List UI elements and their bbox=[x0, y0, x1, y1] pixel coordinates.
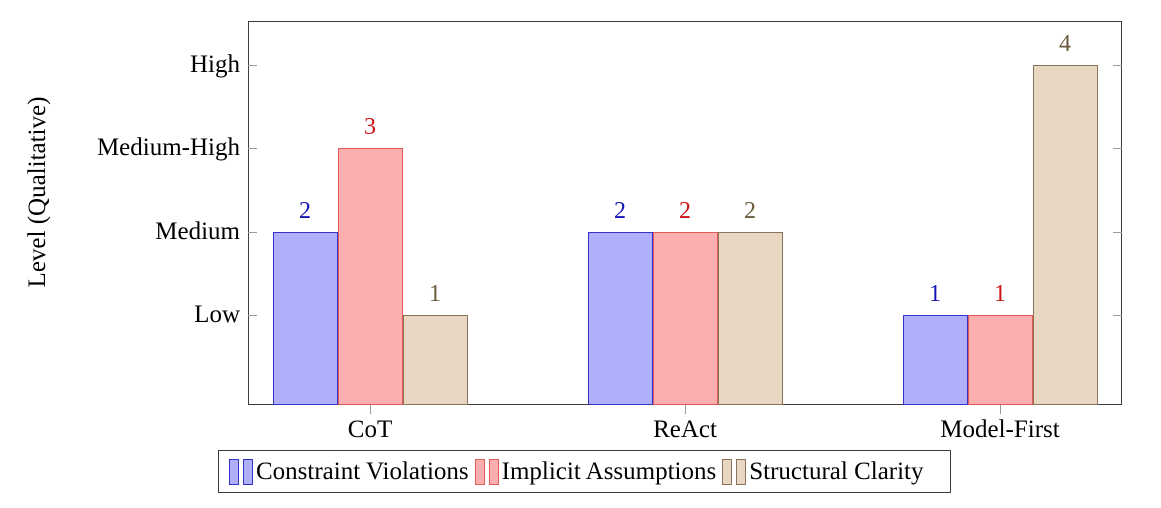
legend-swatch-chip bbox=[243, 458, 253, 485]
y-axis-tick-right bbox=[1113, 315, 1122, 316]
x-axis-tick bbox=[370, 405, 371, 414]
legend-swatch-chip bbox=[722, 458, 733, 485]
bar[interactable] bbox=[587, 231, 653, 405]
legend-swatch-chip bbox=[229, 458, 239, 485]
bar[interactable] bbox=[402, 315, 468, 405]
legend-swatch-chip bbox=[488, 458, 499, 485]
y-axis-tick-right bbox=[1113, 231, 1122, 233]
bar[interactable] bbox=[337, 148, 403, 405]
bar-value-label: 1 bbox=[429, 281, 441, 307]
legend-label: Structural Clarity bbox=[749, 458, 924, 485]
y-axis-tick bbox=[248, 148, 257, 149]
bar-value-label: 4 bbox=[1059, 30, 1071, 57]
bar[interactable] bbox=[967, 315, 1033, 405]
legend-swatch bbox=[722, 458, 747, 485]
legend-swatch-chip bbox=[736, 458, 747, 485]
bar-value-label: 2 bbox=[744, 197, 756, 224]
legend-swatch bbox=[474, 458, 499, 485]
x-axis-tick-label: Model-First bbox=[940, 416, 1060, 443]
bar-value-label: 2 bbox=[679, 197, 691, 224]
legend-entry[interactable]: Implicit Assumptions bbox=[474, 458, 717, 485]
x-axis-tick-label: CoT bbox=[347, 416, 393, 443]
bar[interactable] bbox=[652, 231, 718, 405]
legend-swatch bbox=[229, 458, 253, 485]
y-axis-tick bbox=[248, 315, 257, 316]
x-axis-tick bbox=[1000, 405, 1001, 414]
bar[interactable] bbox=[717, 231, 783, 405]
bar[interactable] bbox=[1032, 64, 1098, 405]
bar-value-label: 3 bbox=[364, 114, 376, 140]
legend-label: Implicit Assumptions bbox=[501, 458, 717, 485]
bar-value-label: 1 bbox=[994, 281, 1006, 307]
bar-value-label: 2 bbox=[614, 197, 626, 224]
bar[interactable] bbox=[902, 315, 968, 405]
y-axis-tick-right bbox=[1113, 148, 1122, 149]
bar-value-label: 1 bbox=[929, 281, 941, 307]
bar-value-label: 2 bbox=[299, 197, 311, 224]
legend-swatch-chip bbox=[474, 458, 485, 485]
x-axis-tick-label: ReAct bbox=[653, 416, 717, 443]
y-axis-tick-right bbox=[1113, 64, 1122, 66]
chart-legend: Constraint Violations Implicit Assumption… bbox=[218, 450, 951, 493]
y-axis-tick-label: Low bbox=[194, 301, 240, 328]
y-axis-tick bbox=[248, 64, 257, 66]
y-axis-tick-label: Medium-High bbox=[96, 134, 240, 161]
legend-entry[interactable]: Constraint Violations bbox=[229, 458, 469, 485]
y-axis-tick-label: Medium bbox=[155, 217, 240, 245]
legend-label: Constraint Violations bbox=[256, 458, 469, 485]
y-axis-tick-label: High bbox=[190, 50, 240, 78]
x-axis-tick bbox=[685, 405, 686, 414]
legend-entry[interactable]: Structural Clarity bbox=[722, 458, 924, 485]
y-axis-title: Level (Qualitative) bbox=[24, 96, 51, 288]
y-axis-tick bbox=[248, 231, 257, 233]
bar[interactable] bbox=[272, 231, 338, 405]
